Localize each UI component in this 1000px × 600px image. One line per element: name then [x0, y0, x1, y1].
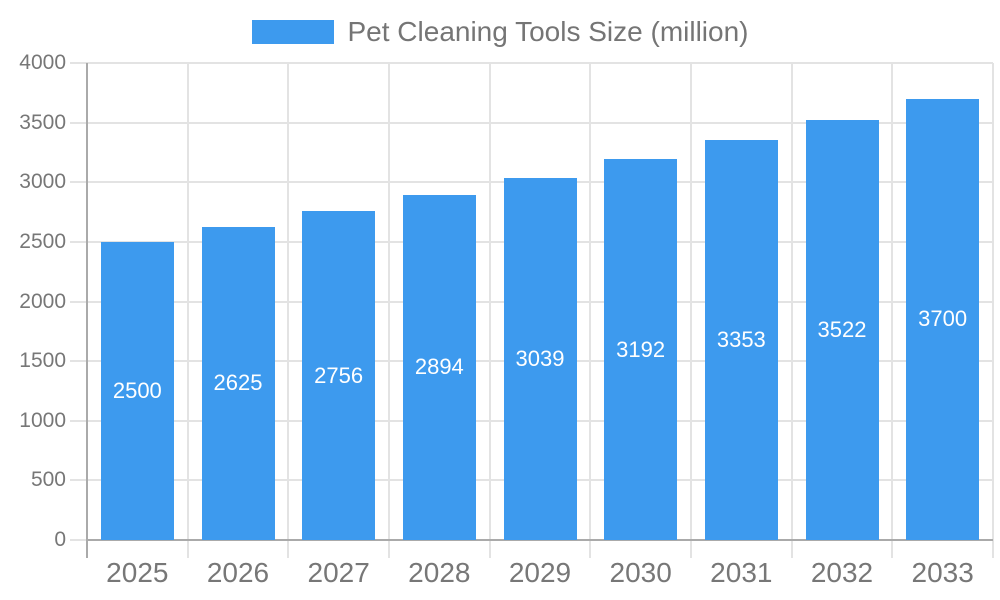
x-gridline [690, 63, 692, 558]
x-gridline [992, 63, 994, 558]
legend-swatch [251, 20, 334, 44]
bar-2027[interactable] [302, 211, 376, 540]
y-tick [70, 539, 87, 541]
bar-2031[interactable] [704, 140, 778, 540]
x-axis-tick-label: 2032 [810, 557, 874, 588]
y-axis-tick-label: 0 [54, 528, 66, 551]
x-gridline [287, 63, 290, 558]
bar-2029[interactable] [503, 177, 577, 540]
x-axis-tick-label: 2030 [609, 557, 672, 588]
x-axis-tick-label: 2028 [408, 557, 471, 588]
bar-2025[interactable] [100, 241, 174, 540]
y-gridline [70, 121, 993, 124]
bar-2030[interactable] [604, 159, 678, 540]
x-axis-tick-label: 2031 [710, 557, 773, 588]
y-axis-line [86, 63, 88, 558]
y-axis-tick-label: 1500 [19, 349, 66, 373]
x-axis-tick-label: 2026 [206, 557, 270, 588]
legend-item[interactable]: Pet Cleaning Tools Size (million) [0, 16, 1000, 48]
x-gridline [589, 63, 592, 558]
y-axis-tick-label: 1000 [19, 408, 66, 432]
y-axis-tick-label: 2000 [19, 289, 66, 313]
y-axis-tick-label: 500 [30, 468, 66, 492]
bar-2028[interactable] [402, 194, 476, 540]
y-axis-tick-label: 2500 [19, 229, 66, 253]
y-axis-tick-label: 3000 [19, 170, 66, 194]
y-axis-tick-label: 4000 [19, 51, 66, 74]
x-axis-tick-label: 2033 [911, 557, 974, 588]
x-axis-tick-label: 2029 [508, 557, 572, 588]
legend-label: Pet Cleaning Tools Size (million) [347, 16, 749, 47]
bar-2033[interactable] [906, 98, 980, 540]
y-axis-tick-label: 3500 [19, 110, 66, 134]
y-gridline [70, 62, 993, 64]
x-gridline [186, 63, 189, 558]
x-gridline [488, 63, 491, 558]
x-axis-tick-label: 2027 [307, 557, 370, 588]
x-gridline [790, 63, 793, 558]
x-axis-tick-label: 2025 [106, 557, 169, 588]
x-gridline [388, 63, 390, 558]
bar-2032[interactable] [805, 120, 879, 540]
bar-2026[interactable] [201, 226, 275, 540]
x-gridline [891, 63, 894, 558]
x-axis-line [87, 539, 993, 541]
